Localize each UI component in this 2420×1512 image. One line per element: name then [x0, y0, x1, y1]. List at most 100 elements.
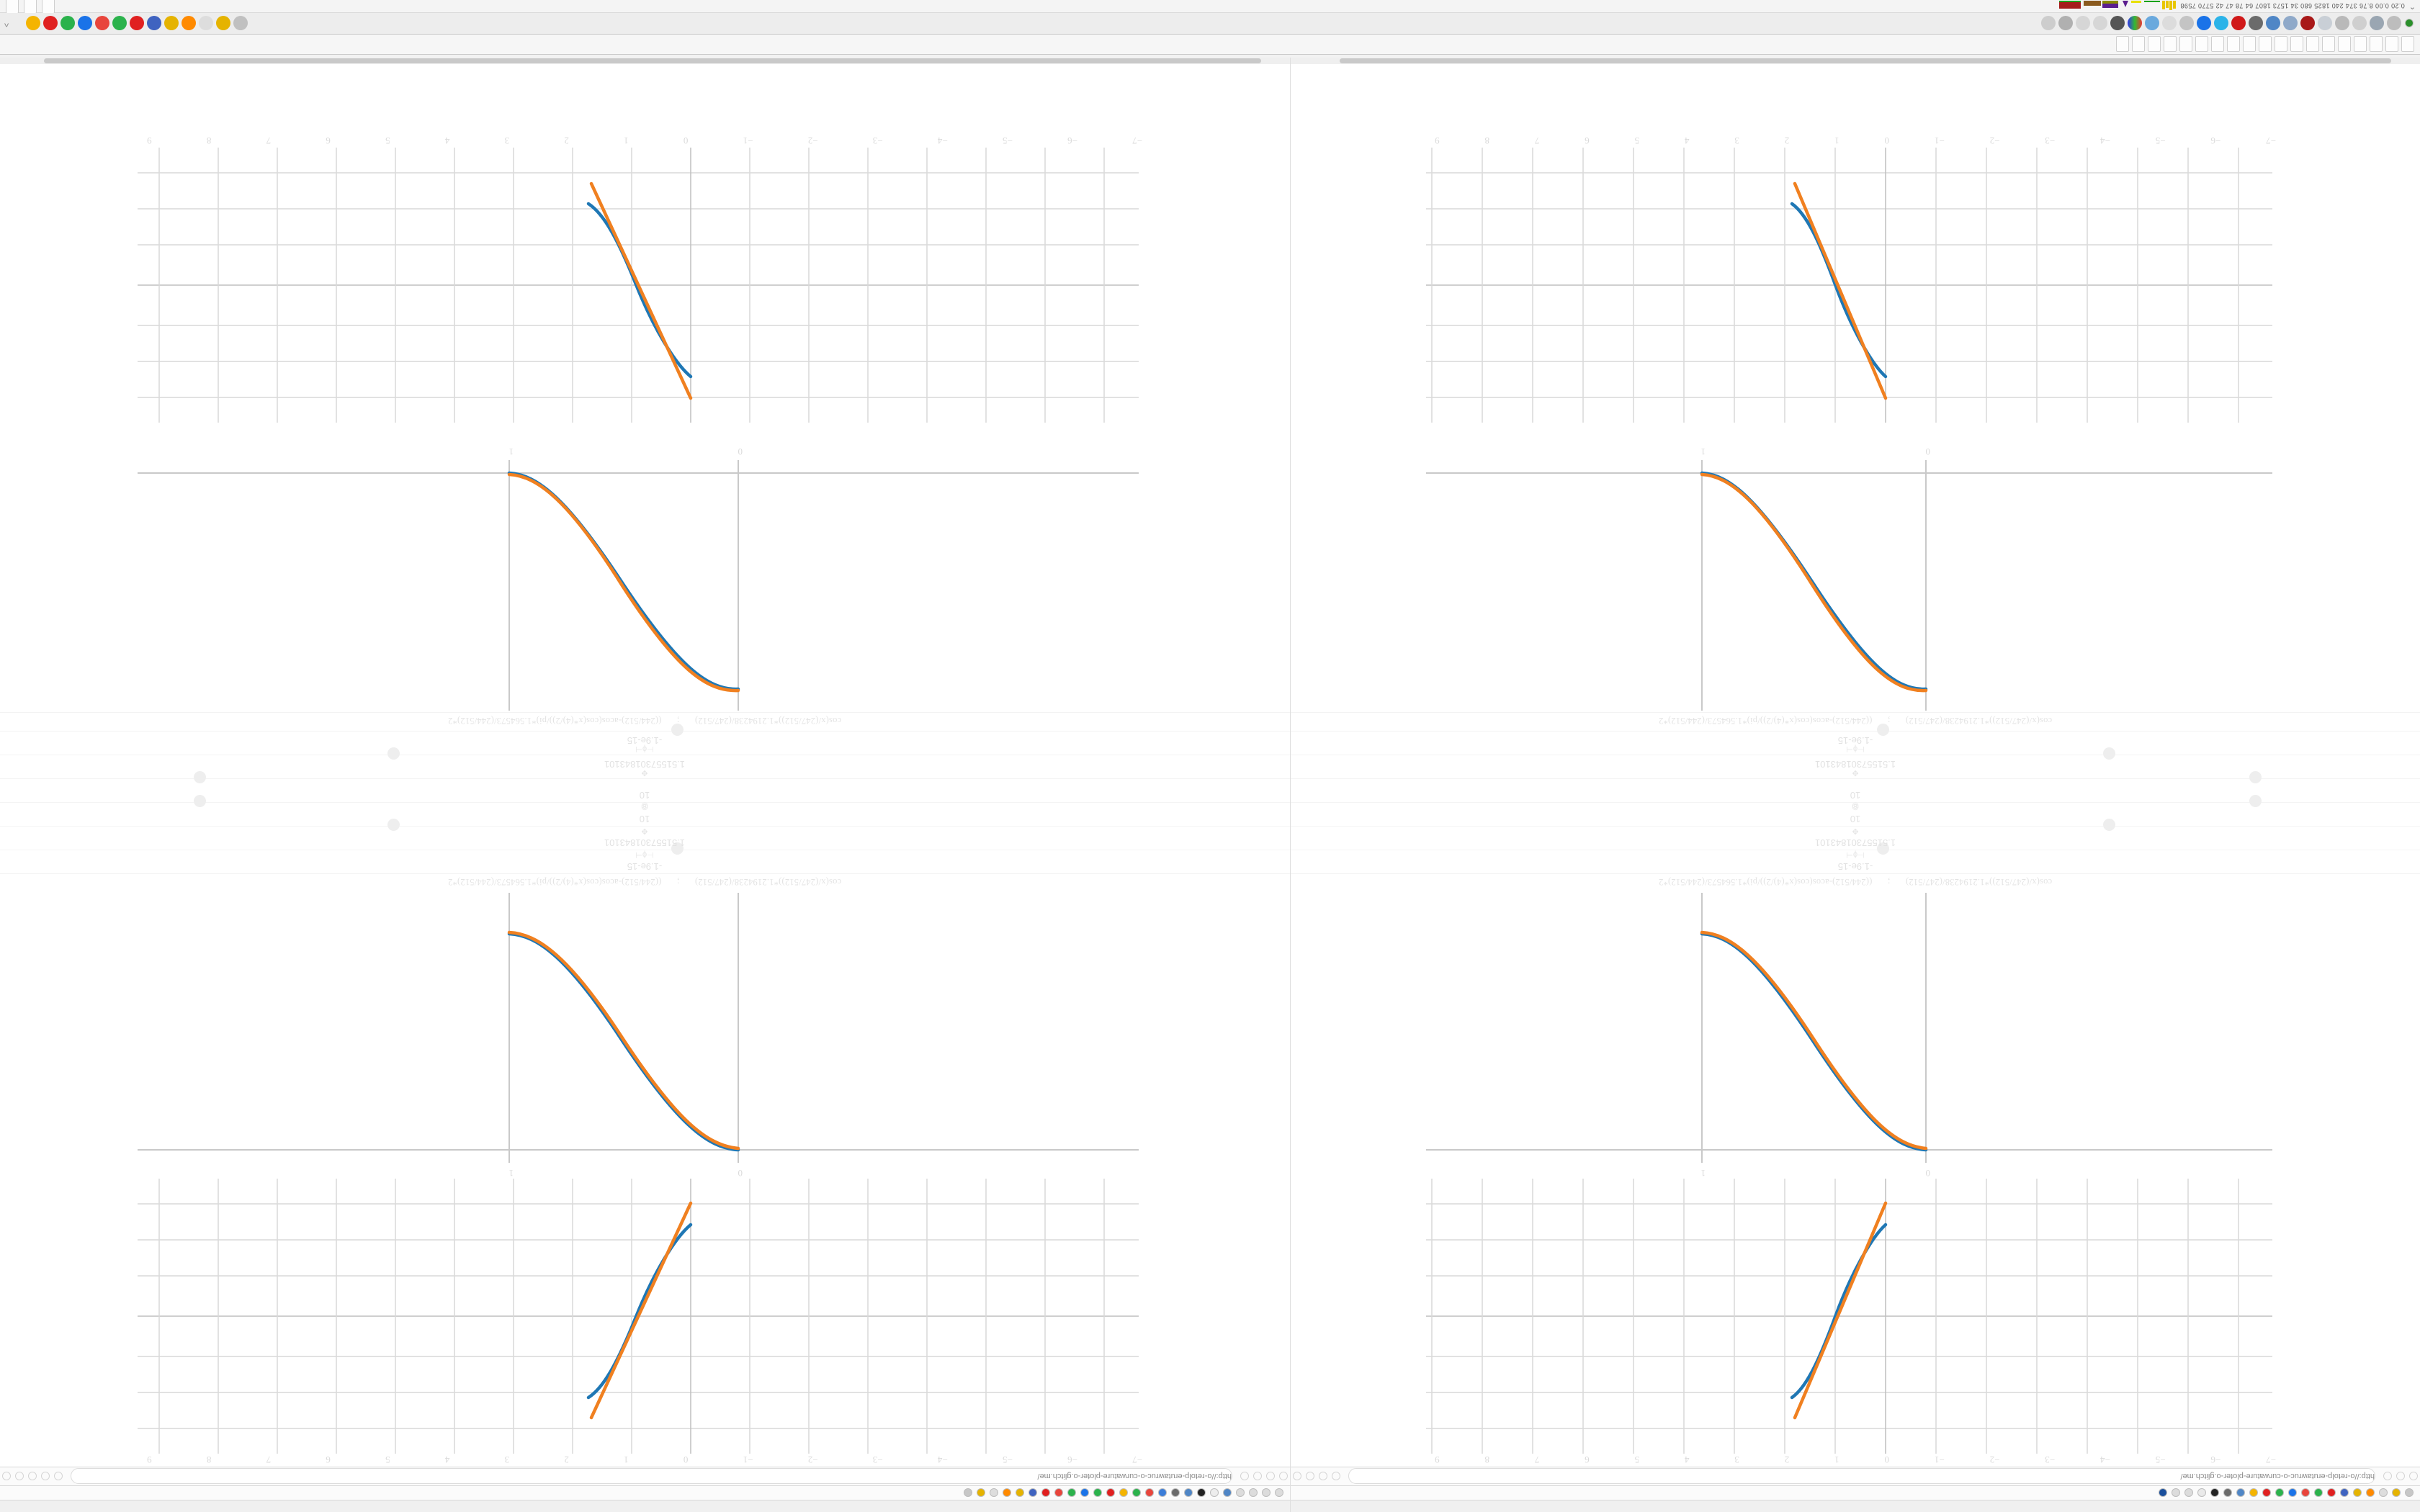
bookmark-compass-icon[interactable]: [1223, 1488, 1232, 1498]
control-row[interactable]: 1.51557301843101 ✥: [1291, 819, 2420, 850]
bookmark-wave-icon[interactable]: [2210, 1488, 2219, 1498]
page-scrollbar-thumb[interactable]: [1340, 58, 2391, 63]
bookmark-chrome-icon-5[interactable]: [1067, 1488, 1076, 1498]
page-scrollbar-left[interactable]: [1291, 58, 2420, 64]
window-button-notepad-1[interactable]: [2401, 36, 2414, 53]
reload-button[interactable]: [2383, 1472, 2392, 1481]
thumb-up-icon[interactable]: [2352, 16, 2367, 31]
taskbar-book-icon[interactable]: [24, 0, 37, 14]
compass-icon[interactable]: [2266, 16, 2280, 31]
bookmark-cc-icon-2[interactable]: [2172, 1488, 2180, 1498]
bookmark-cc-icon[interactable]: [1262, 1488, 1270, 1498]
grid-icon[interactable]: [147, 16, 162, 31]
bookmark-mute-icon-2[interactable]: [1249, 1488, 1258, 1498]
bookmark-cc-icon-2[interactable]: [990, 1488, 998, 1498]
function-chart-top[interactable]: 0 1: [1291, 891, 2420, 1179]
window-button-cards[interactable]: [2306, 36, 2319, 53]
forward-button[interactable]: [2396, 1472, 2405, 1481]
record-icon[interactable]: [2231, 16, 2246, 31]
extensions-icon[interactable]: [15, 1472, 24, 1481]
bookmark-chrome-icon-2[interactable]: [2301, 1488, 2310, 1498]
curvature-chart-top[interactable]: −7 −6 −5 −4 −3 −2 −1 0 1 2 3 4 5 6 7 8 9: [0, 1179, 1290, 1467]
closed-caption-icon[interactable]: [199, 16, 214, 31]
bookmark-chrome-icon-3[interactable]: [2275, 1488, 2284, 1498]
trash-icon[interactable]: [2249, 16, 2263, 31]
window-button-calculator-6[interactable]: [2211, 36, 2224, 53]
window-button-notepad-4[interactable]: [2354, 36, 2367, 53]
formula-display-bottom[interactable]: cos(x/(247/512))*1.2194238/(247/512) ; (…: [0, 712, 1290, 729]
forward-button[interactable]: [1266, 1472, 1275, 1481]
window-button-map[interactable]: [2116, 36, 2129, 53]
wrench-icon[interactable]: [2370, 16, 2384, 31]
chrome-icon-3[interactable]: [60, 16, 76, 31]
back-arrow-icon[interactable]: [2076, 16, 2090, 31]
gear-icon[interactable]: [2387, 16, 2401, 31]
drop-icon[interactable]: [78, 16, 93, 31]
window-button-calculator-1[interactable]: [2290, 36, 2303, 53]
formula-display-top[interactable]: cos(x/(247/512))*1.2194238/(247/512) ; (…: [1291, 873, 2420, 891]
bookmark-chrome-icon-1[interactable]: [2314, 1488, 2323, 1498]
bookmark-flower-icon[interactable]: [1106, 1488, 1115, 1498]
control-row[interactable]: 10 ◎: [1291, 771, 2420, 810]
star-icon[interactable]: [2058, 16, 2073, 31]
window-button-calculator-2[interactable]: [2275, 36, 2287, 53]
back-button[interactable]: [1279, 1472, 1288, 1481]
formula-display-top[interactable]: cos(x/(247/512))*1.2194238/(247/512) ; (…: [0, 873, 1290, 891]
image-icon[interactable]: [216, 16, 231, 31]
window-button-docs-2[interactable]: [2148, 36, 2161, 53]
bookmark-wave-icon[interactable]: [1197, 1488, 1206, 1498]
bookmark-chrome-icon-4[interactable]: [2249, 1488, 2258, 1498]
bookmark-cc-icon[interactable]: [2379, 1488, 2388, 1498]
window-button-notepad-2[interactable]: [2385, 36, 2398, 53]
profile-icon[interactable]: [1306, 1472, 1314, 1481]
bookmark-chrome-icon-2[interactable]: [1132, 1488, 1141, 1498]
translate-icon[interactable]: [54, 1472, 63, 1481]
window-button-docs-1[interactable]: [2164, 36, 2177, 53]
settings-icon[interactable]: [2179, 16, 2194, 31]
bookmark-hourglass-icon[interactable]: [2405, 1488, 2414, 1498]
bookmark-image-icon[interactable]: [1016, 1488, 1024, 1498]
bookmark-chrome-icon-4[interactable]: [1093, 1488, 1102, 1498]
upload-icon[interactable]: [2214, 16, 2228, 31]
cd-icon[interactable]: [2300, 16, 2315, 31]
control-row[interactable]: ⊢ϕ⊣ -1.9e-15: [0, 724, 1290, 755]
bookmark-trash-icon[interactable]: [1171, 1488, 1180, 1498]
bookmark-search-icon[interactable]: [1158, 1488, 1167, 1498]
control-row[interactable]: -1.9e-15 ⊢ϕ⊣: [0, 842, 1290, 873]
bookmark-wikipedia-icon[interactable]: [2197, 1488, 2206, 1498]
reload-button[interactable]: [1253, 1472, 1262, 1481]
curvature-chart-bottom[interactable]: −7 −6 −5 −4 −3 −2 −1 0 1 2 3 4 5 6 7 8 9: [1291, 120, 2420, 423]
reader-icon[interactable]: [130, 16, 145, 31]
address-input[interactable]: [1348, 1468, 2375, 1485]
bookmark-drop-icon[interactable]: [2288, 1488, 2297, 1498]
bookmark-image-icon-2[interactable]: [2353, 1488, 2362, 1498]
translate-icon[interactable]: [2041, 16, 2056, 31]
control-row[interactable]: 1.51557301843101 ✥: [0, 819, 1290, 850]
window-button-avatar[interactable]: [2179, 36, 2192, 53]
bookmark-star-icon[interactable]: [1332, 1472, 1340, 1481]
menu-icon[interactable]: [2, 1472, 11, 1481]
bookmark-drop-icon[interactable]: [1080, 1488, 1089, 1498]
bookmark-grid-icon[interactable]: [2340, 1488, 2349, 1498]
bookmark-reader-icon[interactable]: [1041, 1488, 1050, 1498]
chrome-icon-2[interactable]: [95, 16, 110, 31]
flower-icon[interactable]: [43, 16, 58, 31]
sun-icon[interactable]: [182, 16, 197, 31]
home-button[interactable]: [1240, 1472, 1249, 1481]
control-row[interactable]: ✥ 1.51557301843101: [0, 747, 1290, 778]
address-input[interactable]: [71, 1468, 1232, 1485]
bookmark-hourglass-icon[interactable]: [964, 1488, 972, 1498]
bookmark-image-icon[interactable]: [2392, 1488, 2401, 1498]
palette-icon[interactable]: [2128, 16, 2142, 31]
window-button-calculator-7[interactable]: [2195, 36, 2208, 53]
hourglass-icon[interactable]: [233, 16, 248, 31]
download-icon[interactable]: [2110, 16, 2125, 31]
back-button[interactable]: [2409, 1472, 2418, 1481]
bookmark-chrome-icon-3[interactable]: [1119, 1488, 1128, 1498]
control-row[interactable]: 10 ◎: [0, 771, 1290, 810]
curvature-chart-top[interactable]: −7 −6 −5 −4 −3 −2 −1 0 1 2 3 4 5 6 7 8 9: [1291, 1179, 2420, 1467]
window-button-flag[interactable]: [2322, 36, 2335, 53]
refresh-icon[interactable]: [2093, 16, 2107, 31]
window-button-docs-3[interactable]: [2132, 36, 2145, 53]
bookmark-chrome-icon-6[interactable]: [1054, 1488, 1063, 1498]
